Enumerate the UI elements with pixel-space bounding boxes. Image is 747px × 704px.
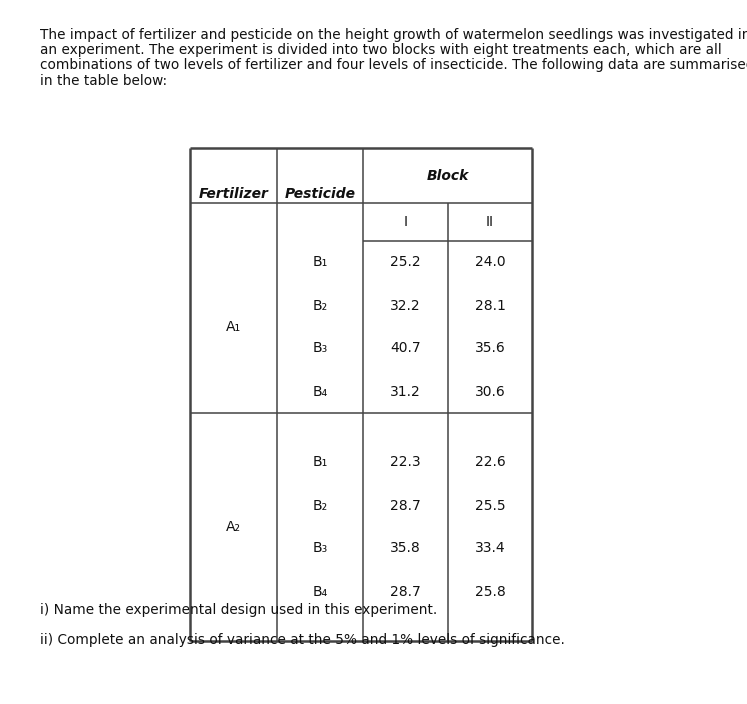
Text: 31.2: 31.2	[390, 384, 421, 398]
Text: A₁: A₁	[226, 320, 241, 334]
Text: II: II	[486, 215, 494, 229]
Text: 30.6: 30.6	[474, 384, 506, 398]
Text: Fertilizer: Fertilizer	[199, 187, 268, 201]
Text: i) Name the experimental design used in this experiment.: i) Name the experimental design used in …	[40, 603, 437, 617]
Text: B₄: B₄	[312, 584, 328, 598]
Text: combinations of two levels of fertilizer and four levels of insecticide. The fol: combinations of two levels of fertilizer…	[40, 58, 747, 73]
Text: 22.3: 22.3	[390, 455, 421, 470]
Text: A₂: A₂	[226, 520, 241, 534]
Text: 32.2: 32.2	[390, 298, 421, 313]
Text: 22.6: 22.6	[474, 455, 506, 470]
Text: B₄: B₄	[312, 384, 328, 398]
Text: 28.1: 28.1	[474, 298, 506, 313]
Text: I: I	[403, 215, 408, 229]
Text: Pesticide: Pesticide	[285, 187, 356, 201]
Text: B₂: B₂	[312, 298, 328, 313]
Text: B₁: B₁	[312, 256, 328, 270]
Text: 28.7: 28.7	[390, 498, 421, 513]
Text: B₂: B₂	[312, 498, 328, 513]
Text: an experiment. The experiment is divided into two blocks with eight treatments e: an experiment. The experiment is divided…	[40, 43, 722, 57]
Text: 25.5: 25.5	[474, 498, 505, 513]
Text: 33.4: 33.4	[474, 541, 505, 555]
Text: in the table below:: in the table below:	[40, 74, 167, 87]
Text: 35.6: 35.6	[474, 341, 506, 356]
Text: Block: Block	[427, 168, 468, 182]
Text: The impact of fertilizer and pesticide on the height growth of watermelon seedli: The impact of fertilizer and pesticide o…	[40, 28, 747, 42]
Text: B₃: B₃	[312, 341, 328, 356]
Text: B₃: B₃	[312, 541, 328, 555]
Text: 35.8: 35.8	[390, 541, 421, 555]
Text: 40.7: 40.7	[390, 341, 421, 356]
Text: 25.8: 25.8	[474, 584, 506, 598]
Text: 25.2: 25.2	[390, 256, 421, 270]
Text: B₁: B₁	[312, 455, 328, 470]
Text: 24.0: 24.0	[474, 256, 505, 270]
Text: 28.7: 28.7	[390, 584, 421, 598]
Text: ii) Complete an analysis of variance at the 5% and 1% levels of significance.: ii) Complete an analysis of variance at …	[40, 633, 565, 647]
